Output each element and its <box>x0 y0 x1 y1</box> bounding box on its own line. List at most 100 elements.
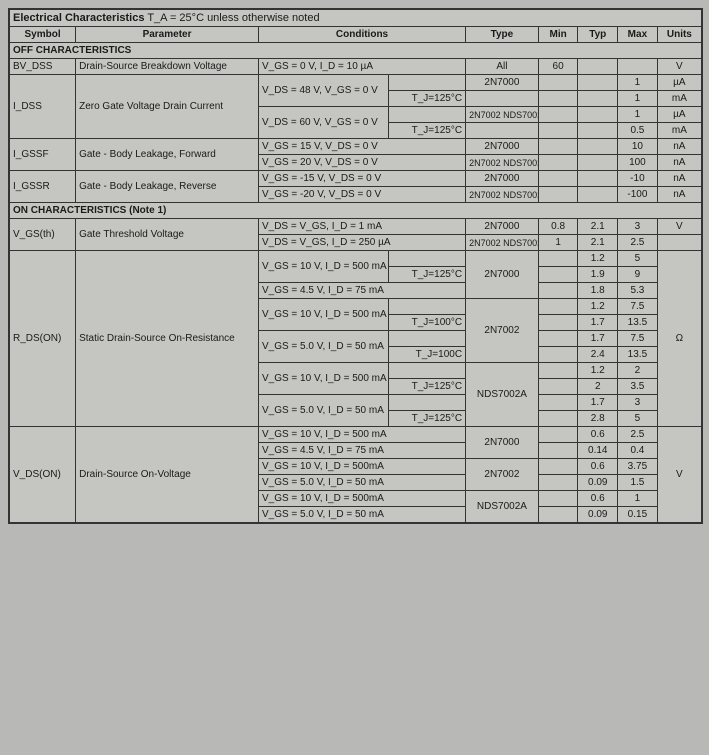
min-cell <box>538 139 578 155</box>
symbol-cell: I_DSS <box>10 75 76 139</box>
type-cell: 2N7002 NDS7002A <box>466 187 539 203</box>
min-cell <box>538 107 578 123</box>
symbol-cell: BV_DSS <box>10 59 76 75</box>
cond-cell <box>388 107 465 123</box>
cond-cell: T_J=125°C <box>388 267 465 283</box>
max-cell: 1 <box>618 491 658 507</box>
cond-cell: V_GS = 4.5 V, I_D = 75 mA <box>258 283 465 299</box>
cond-cell <box>388 331 465 347</box>
units-cell: mA <box>657 91 701 107</box>
section-off: OFF CHARACTERISTICS <box>10 43 702 59</box>
min-cell <box>538 443 578 459</box>
type-cell: 2N7000 <box>466 171 539 187</box>
typ-cell <box>578 155 618 171</box>
max-cell <box>618 59 658 75</box>
min-cell <box>538 91 578 107</box>
typ-cell: 0.6 <box>578 491 618 507</box>
typ-cell: 1.8 <box>578 283 618 299</box>
min-cell <box>538 491 578 507</box>
table-row: I_DSS Zero Gate Voltage Drain Current V_… <box>10 75 702 91</box>
title-suffix: T_A = 25°C unless otherwise noted <box>144 12 319 24</box>
typ-cell <box>578 75 618 91</box>
type-cell: 2N7002 NDS7002A <box>466 155 539 171</box>
typ-cell <box>578 123 618 139</box>
col-units: Units <box>657 27 701 43</box>
param-cell: Zero Gate Voltage Drain Current <box>76 75 259 139</box>
symbol-cell: I_GSSF <box>10 139 76 171</box>
units-cell: V <box>657 59 701 75</box>
table-row: BV_DSS Drain-Source Breakdown Voltage V_… <box>10 59 702 75</box>
typ-cell: 0.14 <box>578 443 618 459</box>
max-cell: 3.5 <box>618 379 658 395</box>
max-cell: 100 <box>618 155 658 171</box>
type-cell: 2N7000 <box>466 251 539 299</box>
typ-cell: 2.1 <box>578 235 618 251</box>
cond-cell: V_GS = 15 V, V_DS = 0 V <box>258 139 465 155</box>
col-typ: Typ <box>578 27 618 43</box>
cond-cell: V_GS = 5.0 V, I_D = 50 mA <box>258 475 465 491</box>
cond-cell <box>388 363 465 379</box>
max-cell: 1.5 <box>618 475 658 491</box>
param-cell: Drain-Source Breakdown Voltage <box>76 59 259 75</box>
section-on-label: ON CHARACTERISTICS (Note 1) <box>10 203 702 219</box>
cond-cell: V_GS = 4.5 V, I_D = 75 mA <box>258 443 465 459</box>
col-conditions: Conditions <box>258 27 465 43</box>
typ-cell <box>578 139 618 155</box>
min-cell <box>538 347 578 363</box>
units-cell: nA <box>657 139 701 155</box>
col-type: Type <box>466 27 539 43</box>
table-row: I_GSSF Gate - Body Leakage, Forward V_GS… <box>10 139 702 155</box>
cond-cell <box>388 299 465 315</box>
max-cell: 2 <box>618 363 658 379</box>
cond-cell: T_J=125°C <box>388 411 465 427</box>
col-max: Max <box>618 27 658 43</box>
symbol-cell: V_DS(ON) <box>10 427 76 523</box>
units-cell: mA <box>657 123 701 139</box>
units-cell: nA <box>657 187 701 203</box>
col-parameter: Parameter <box>76 27 259 43</box>
cond-cell <box>388 251 465 267</box>
min-cell <box>538 507 578 523</box>
max-cell: 0.15 <box>618 507 658 523</box>
typ-cell: 0.09 <box>578 507 618 523</box>
datasheet-table: Electrical Characteristics T_A = 25°C un… <box>8 8 703 524</box>
typ-cell <box>578 107 618 123</box>
max-cell: -100 <box>618 187 658 203</box>
min-cell <box>538 123 578 139</box>
electrical-characteristics-table: Electrical Characteristics T_A = 25°C un… <box>9 9 702 523</box>
header-row: Symbol Parameter Conditions Type Min Typ… <box>10 27 702 43</box>
min-cell <box>538 299 578 315</box>
max-cell: 9 <box>618 267 658 283</box>
type-cell: 2N7000 <box>466 219 539 235</box>
typ-cell: 1.7 <box>578 315 618 331</box>
max-cell: 7.5 <box>618 299 658 315</box>
title-prefix: Electrical Characteristics <box>13 12 144 24</box>
min-cell <box>538 171 578 187</box>
param-cell: Gate - Body Leakage, Reverse <box>76 171 259 203</box>
min-cell: 1 <box>538 235 578 251</box>
max-cell: 13.5 <box>618 347 658 363</box>
cond-cell: V_GS = 10 V, I_D = 500mA <box>258 459 465 475</box>
typ-cell: 1.7 <box>578 395 618 411</box>
max-cell: 10 <box>618 139 658 155</box>
type-cell: 2N7000 <box>466 139 539 155</box>
type-cell: 2N7002 <box>466 459 539 491</box>
min-cell <box>538 283 578 299</box>
symbol-cell: V_GS(th) <box>10 219 76 251</box>
max-cell: 13.5 <box>618 315 658 331</box>
max-cell: 7.5 <box>618 331 658 347</box>
units-cell: Ω <box>657 251 701 427</box>
units-cell <box>657 235 701 251</box>
min-cell <box>538 187 578 203</box>
table-row: R_DS(ON) Static Drain-Source On-Resistan… <box>10 251 702 267</box>
min-cell <box>538 363 578 379</box>
cond-cell: T_J=125°C <box>388 91 465 107</box>
typ-cell <box>578 187 618 203</box>
typ-cell: 2.1 <box>578 219 618 235</box>
units-cell: V <box>657 219 701 235</box>
max-cell: 2.5 <box>618 235 658 251</box>
cond-cell: V_GS = 10 V, I_D = 500 mA <box>258 251 388 283</box>
type-cell: 2N7000 <box>466 427 539 459</box>
cond-cell <box>388 395 465 411</box>
min-cell: 0.8 <box>538 219 578 235</box>
